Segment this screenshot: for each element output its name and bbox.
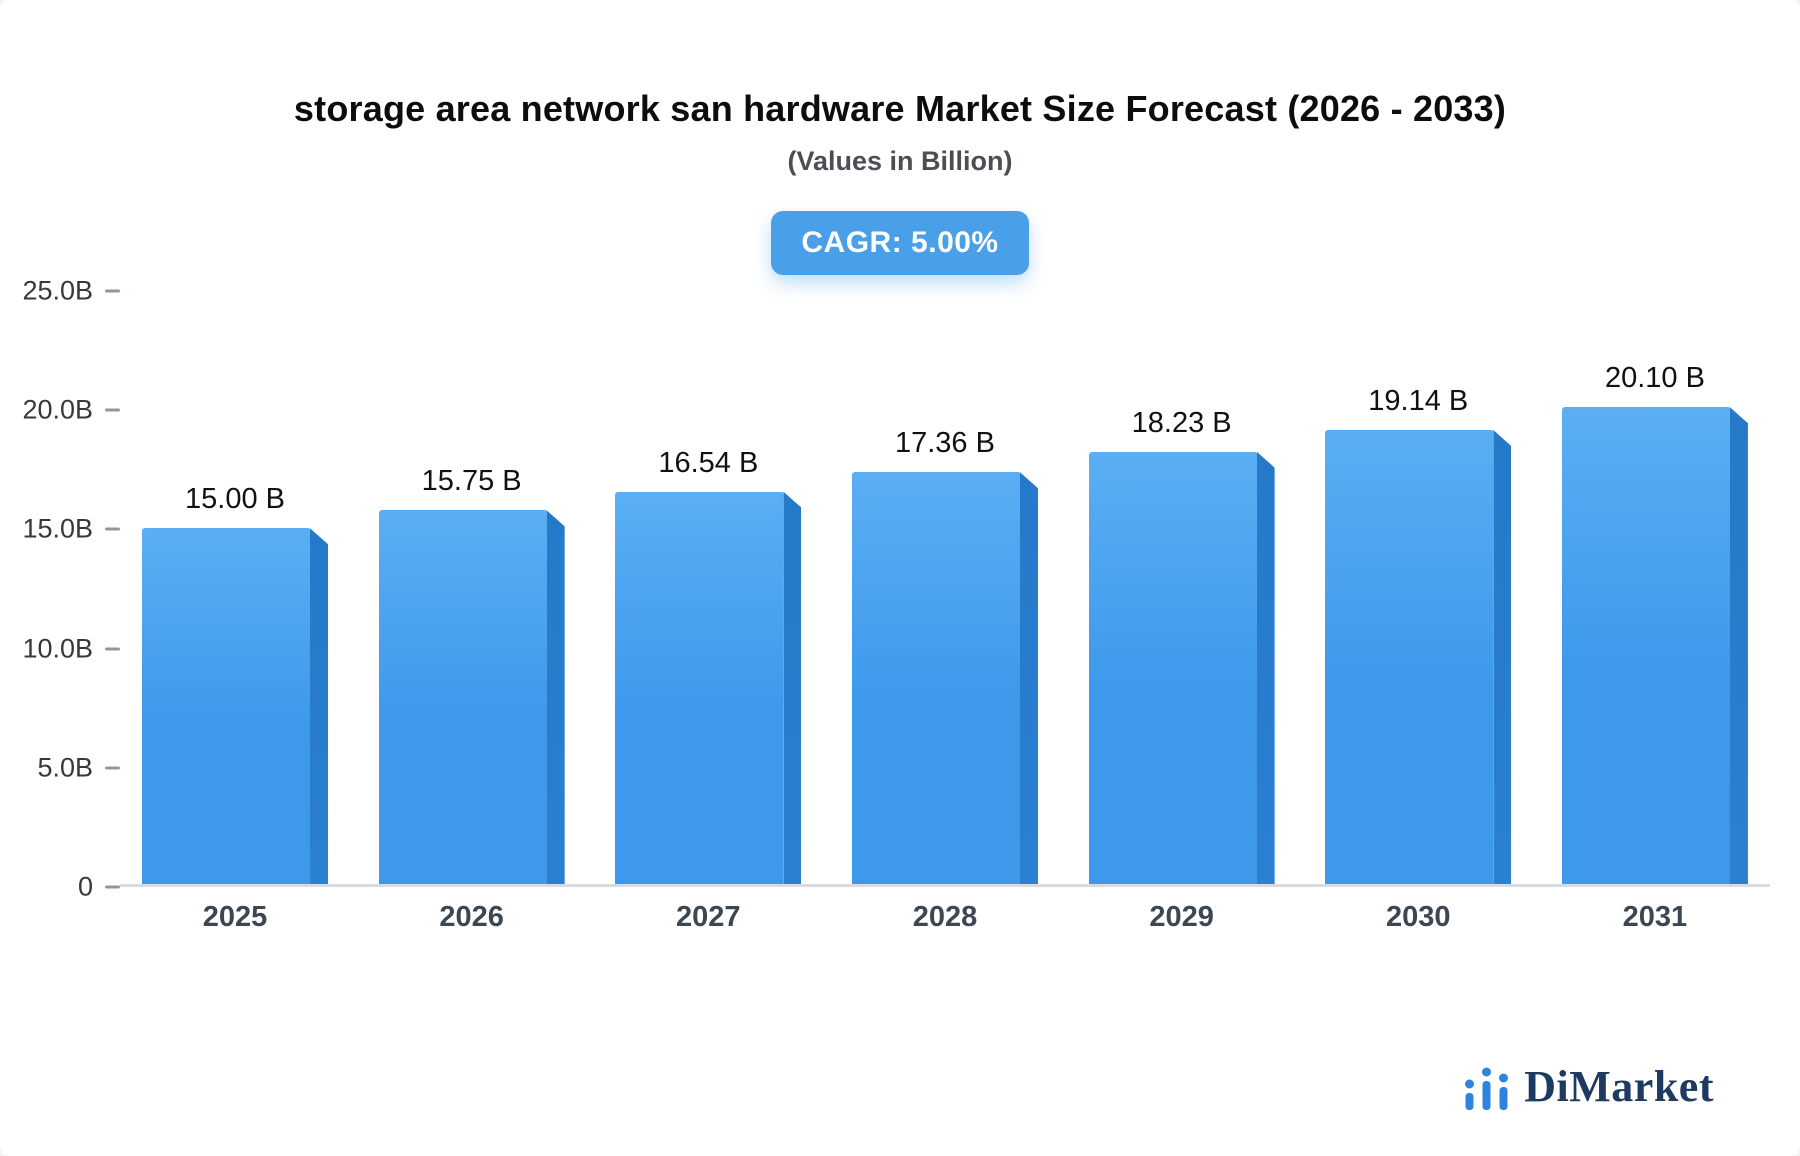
x-axis: 2025 2026 2027 2028 2029 2030 2031: [120, 901, 1770, 934]
bar: [851, 472, 1038, 884]
x-axis-label: 2031: [1622, 901, 1688, 933]
y-axis-tick: 0: [78, 872, 120, 903]
bar-face: [1325, 430, 1494, 884]
bar-chart-dots-icon: [1465, 1067, 1509, 1110]
bar-face: [1088, 451, 1257, 884]
x-axis-label: 2029: [1149, 901, 1214, 933]
y-axis-tick: 20.0B: [22, 395, 120, 426]
bar-side: [1493, 430, 1512, 884]
bar-side: [546, 510, 565, 884]
x-axis-label: 2025: [202, 901, 268, 933]
bar-value-label: 18.23 B: [1131, 406, 1232, 439]
y-axis-tick: 10.0B: [22, 633, 120, 664]
plot-area: 15.00 B 15.75 B 16.54 B 17.36 B 18.23 B 19.14…: [120, 291, 1770, 887]
bar-group: 19.14 B: [1325, 291, 1512, 884]
y-tick-mark: [105, 647, 120, 651]
bar-side: [1019, 472, 1038, 884]
bar-value-label: 15.75 B: [421, 465, 522, 498]
bar-chart: 0 5.0B 10.0B 15.0B 20.0B 25.0B 15.00 B 15.75 B…: [0, 276, 1800, 902]
bar-face: [1561, 407, 1730, 884]
bar-side: [1256, 451, 1275, 884]
bar-value-label: 15.00 B: [185, 483, 285, 516]
bar-face: [615, 491, 784, 884]
bar: [142, 528, 328, 884]
y-tick-label: 10.0B: [22, 633, 93, 664]
brand-name: DiMarket: [1524, 1062, 1714, 1111]
y-tick-label: 25.0B: [22, 275, 93, 306]
bar-face: [851, 472, 1020, 884]
bar-value-label: 16.54 B: [658, 446, 759, 479]
bar: [1088, 451, 1275, 884]
y-axis-tick: 5.0B: [37, 752, 120, 783]
x-axis-label: 2027: [676, 901, 741, 933]
x-axis-label: 2028: [912, 901, 978, 933]
bar-group: 16.54 B: [615, 291, 802, 884]
bar-group: 17.36 B: [851, 291, 1038, 884]
y-tick-label: 5.0B: [37, 752, 93, 783]
bar-side: [1729, 407, 1748, 884]
bar-group: 20.10 B: [1561, 291, 1748, 884]
y-axis: 0 5.0B 10.0B 15.0B 20.0B 25.0B: [20, 276, 120, 902]
bar-face: [142, 528, 310, 884]
bar-value-label: 20.10 B: [1604, 362, 1705, 395]
x-axis-label: 2026: [439, 901, 504, 933]
bar: [615, 491, 802, 884]
bar-group: 18.23 B: [1088, 291, 1275, 884]
y-tick-label: 0: [77, 871, 93, 902]
bar: [1561, 407, 1748, 884]
y-tick-mark: [105, 408, 120, 412]
y-tick-label: 15.0B: [22, 513, 93, 544]
bar: [1325, 430, 1512, 884]
x-axis-label: 2030: [1386, 901, 1451, 933]
bars-container: 15.00 B 15.75 B 16.54 B 17.36 B 18.23 B 19.14…: [120, 291, 1770, 884]
brand-logo: DiMarket: [1464, 1061, 1714, 1112]
y-axis-tick: 25.0B: [22, 276, 120, 307]
chart-title: storage area network san hardware Market…: [293, 88, 1507, 129]
bar-group: 15.00 B: [142, 291, 328, 884]
y-tick-mark: [105, 885, 120, 889]
y-tick-label: 20.0B: [22, 394, 93, 425]
bar-side: [783, 491, 802, 884]
y-tick-mark: [105, 766, 120, 770]
bar-face: [378, 510, 547, 884]
bar-value-label: 19.14 B: [1368, 385, 1469, 417]
y-tick-mark: [105, 289, 120, 293]
cagr-badge-wrap: CAGR: 5.00%: [0, 211, 1800, 275]
chart-subtitle: (Values in Billion): [787, 146, 1013, 176]
cagr-badge: CAGR: 5.00%: [771, 211, 1029, 275]
y-tick-mark: [105, 527, 120, 531]
bar: [378, 510, 565, 884]
y-axis-tick: 15.0B: [22, 514, 120, 545]
bar-value-label: 17.36 B: [894, 427, 995, 460]
bar-group: 15.75 B: [378, 291, 565, 884]
bar-side: [310, 528, 328, 884]
